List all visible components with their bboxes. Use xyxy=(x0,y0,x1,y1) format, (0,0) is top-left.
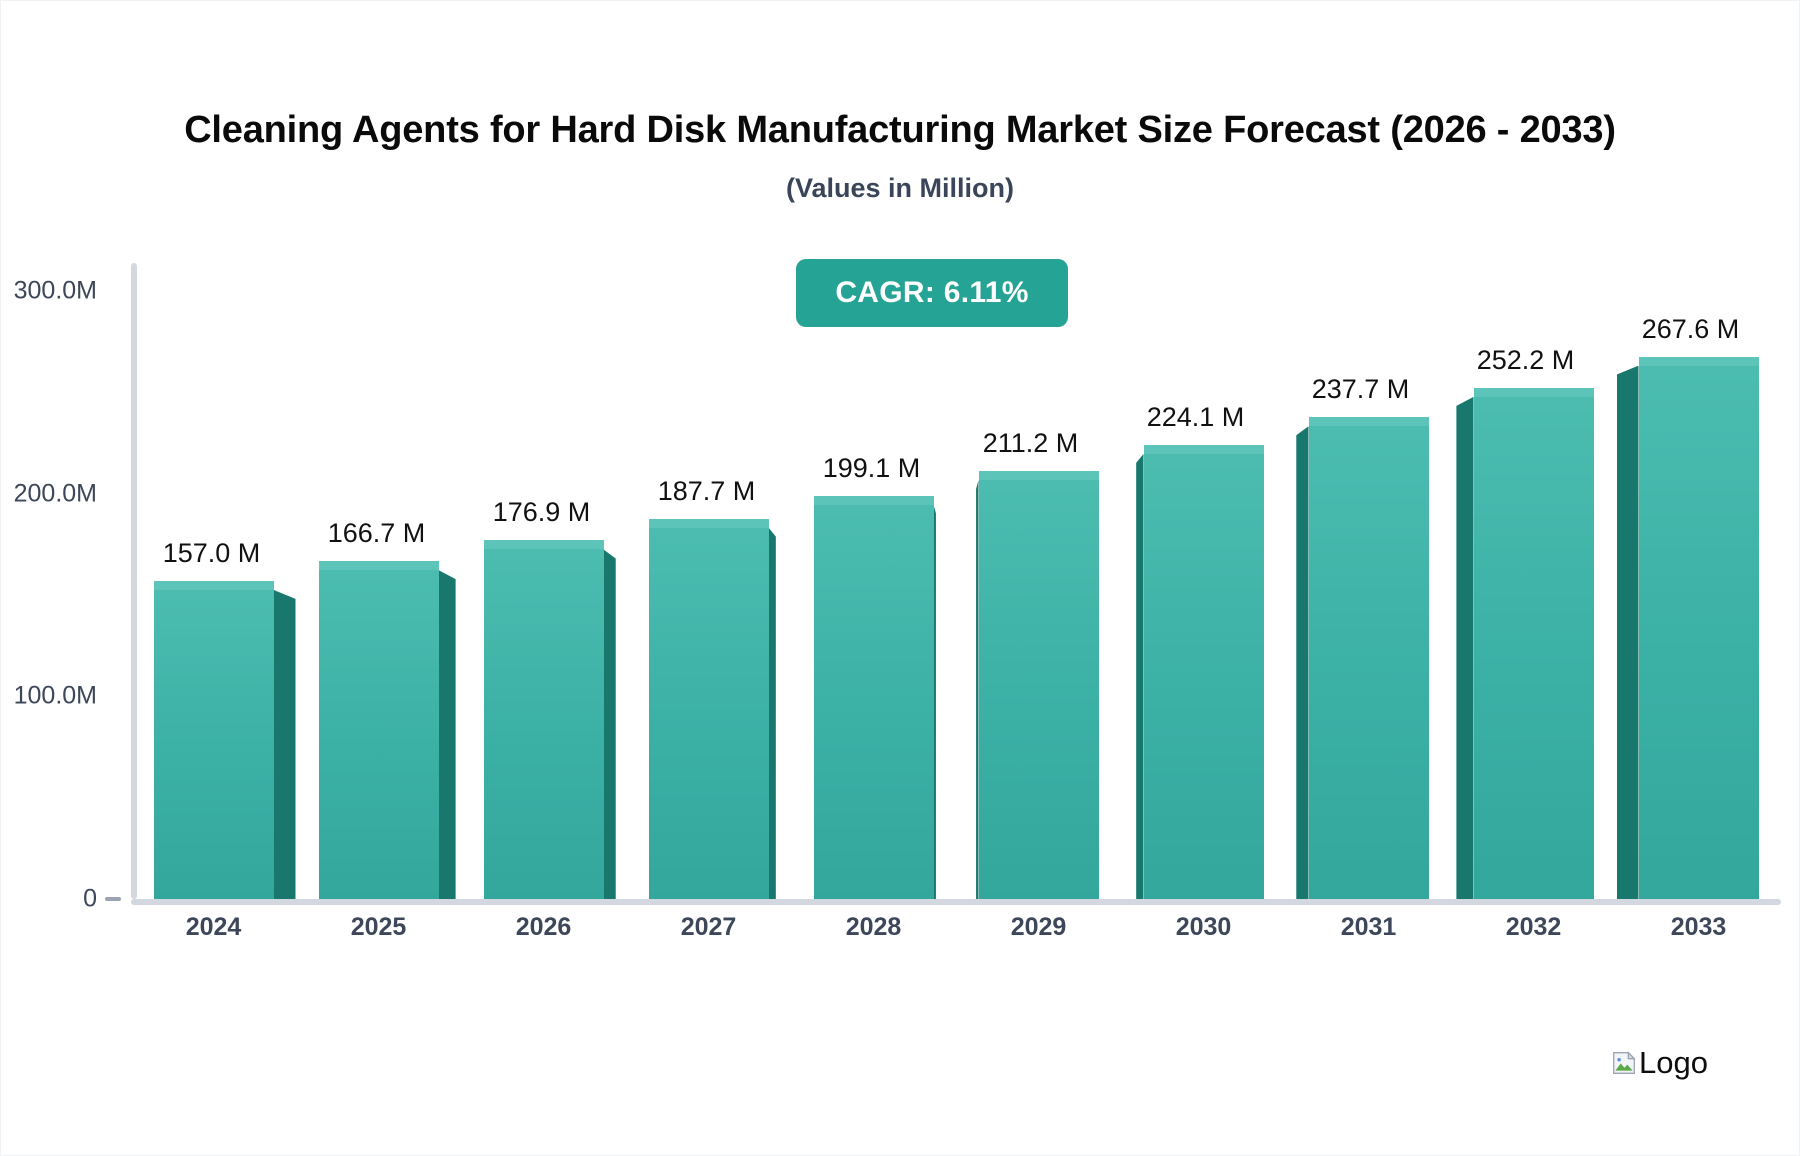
y-axis-line xyxy=(131,263,137,899)
bar-side-face xyxy=(1296,426,1309,899)
bar-top-face xyxy=(1308,417,1429,427)
bar-side-face xyxy=(1456,396,1474,899)
bar-2031 xyxy=(1296,417,1429,899)
bar-value-label: 267.6 M xyxy=(1641,313,1740,344)
bar-front-face xyxy=(153,589,274,899)
bar-2026 xyxy=(483,540,616,899)
x-tick-label-2027: 2027 xyxy=(680,913,737,941)
cagr-badge: CAGR: 6.11% xyxy=(796,259,1068,327)
x-axis-labels: 2024 2025 2026 2027 2028 2029 2030 2031 2032 2033 xyxy=(131,913,1781,953)
y-tick-label-300: 300.0M xyxy=(13,276,97,305)
plot-area: 157.0 M 166.7 M 176.9 M 187.7 M 199.1 M 211.2… xyxy=(14,263,1781,913)
bar-value-label: 157.0 M xyxy=(162,537,261,568)
bar-top-face xyxy=(318,561,439,571)
bar-side-face xyxy=(603,549,616,899)
x-tick-label-2025: 2025 xyxy=(350,913,407,941)
bar-front-face xyxy=(1638,365,1759,899)
bar-front-face xyxy=(978,479,1099,899)
bar-side-face xyxy=(1136,453,1144,899)
bar-value-label: 211.2 M xyxy=(982,427,1079,458)
bar-side-face xyxy=(768,527,776,899)
bar-2032 xyxy=(1456,387,1594,899)
bar-front-face xyxy=(648,527,769,899)
bar-value-label: 187.7 M xyxy=(657,475,756,506)
bar-2024 xyxy=(153,580,296,899)
y-tick-label-0: 0 xyxy=(83,884,97,913)
bar-top-face xyxy=(483,540,604,550)
broken-image-icon xyxy=(1613,1050,1636,1074)
bar-top-face xyxy=(813,495,934,505)
logo-placeholder: Logo xyxy=(1611,1047,1708,1078)
bar-front-face xyxy=(813,504,934,899)
x-tick-label-2024: 2024 xyxy=(185,913,242,941)
cagr-badge-label: CAGR: 6.11% xyxy=(835,276,1029,309)
x-tick-label-2033: 2033 xyxy=(1670,913,1727,941)
bar-top-face xyxy=(648,518,769,528)
bar-2027 xyxy=(648,518,776,899)
x-tick-label-2030: 2030 xyxy=(1175,913,1232,941)
bar-top-face xyxy=(153,580,274,590)
bar-side-face xyxy=(438,570,456,899)
bar-front-face xyxy=(1308,426,1429,899)
bar-top-face xyxy=(1638,356,1759,366)
y-tick-label-100: 100.0M xyxy=(13,681,97,710)
logo-alt-text: Logo xyxy=(1639,1045,1708,1080)
bar-top-face xyxy=(1473,387,1594,397)
bar-top-face xyxy=(1143,444,1264,454)
bar-value-label: 252.2 M xyxy=(1476,344,1575,375)
bar-front-face xyxy=(318,570,439,899)
x-tick-label-2026: 2026 xyxy=(515,913,572,941)
x-tick-label-2028: 2028 xyxy=(845,913,902,941)
x-tick-label-2032: 2032 xyxy=(1505,913,1562,941)
bar-front-face xyxy=(483,549,604,899)
bar-value-label: 166.7 M xyxy=(327,518,426,549)
bar-value-label: 224.1 M xyxy=(1146,401,1245,432)
chart-title: Cleaning Agents for Hard Disk Manufactur… xyxy=(184,109,1616,151)
bar-front-face xyxy=(1473,396,1594,899)
bar-front-face xyxy=(1143,453,1264,899)
bar-2030 xyxy=(1136,444,1264,899)
y-tick-mark-0 xyxy=(105,897,121,901)
x-tick-label-2031: 2031 xyxy=(1340,913,1397,941)
bar-value-label: 237.7 M xyxy=(1311,374,1410,405)
x-axis-line xyxy=(131,899,1781,905)
y-tick-label-200: 200.0M xyxy=(13,479,97,508)
bar-value-label: 176.9 M xyxy=(492,497,591,528)
bar-2028 xyxy=(813,495,936,899)
x-tick-label-2029: 2029 xyxy=(1010,913,1067,941)
bar-side-face xyxy=(933,504,936,899)
bar-2025 xyxy=(318,561,456,899)
bar-top-face xyxy=(978,470,1099,480)
bar-series: 157.0 M 166.7 M 176.9 M 187.7 M 199.1 M 211.2… xyxy=(131,291,1781,899)
bar-2033 xyxy=(1616,356,1759,899)
chart-subtitle: (Values in Million) xyxy=(785,173,1015,203)
bar-side-face xyxy=(273,589,296,899)
bar-value-label: 199.1 M xyxy=(822,452,921,483)
bar-side-face xyxy=(1616,365,1639,899)
bar-side-face xyxy=(976,479,979,899)
bar-2029 xyxy=(976,470,1099,899)
